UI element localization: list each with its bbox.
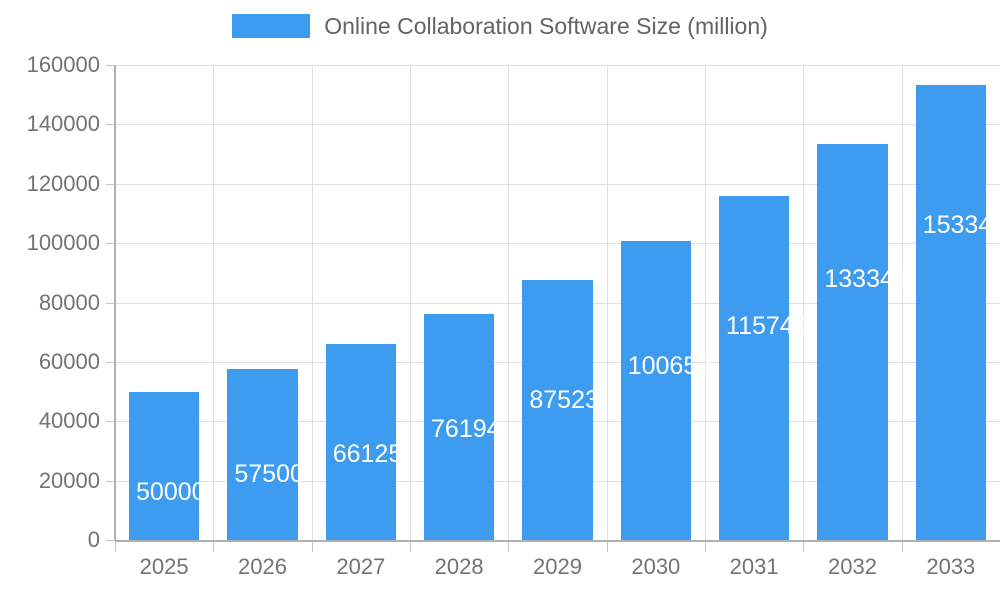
x-axis-line	[115, 540, 1000, 542]
y-axis-line	[114, 65, 116, 541]
gridline-vertical	[311, 65, 313, 540]
x-axis-tick-mark	[803, 542, 805, 552]
bar[interactable]	[424, 313, 495, 540]
x-axis-tick-label: 2029	[533, 554, 582, 579]
x-axis-tick-mark	[311, 542, 313, 552]
legend-item-online-collaboration-software-size[interactable]: Online Collaboration Software Size (mill…	[232, 14, 768, 38]
x-axis-tick-mark	[115, 542, 116, 552]
gridline-vertical	[705, 65, 706, 540]
gridline-vertical	[606, 65, 608, 540]
y-axis-tick-label: 140000	[26, 111, 100, 137]
y-axis-tick-mark	[106, 480, 115, 482]
x-axis-tick-mark	[410, 542, 411, 552]
y-axis-tick-mark	[106, 65, 115, 66]
bar[interactable]	[227, 369, 298, 540]
bar[interactable]	[915, 84, 986, 540]
bar[interactable]	[719, 196, 790, 540]
x-axis-tick-mark	[901, 542, 903, 552]
legend-label: Online Collaboration Software Size (mill…	[324, 12, 768, 39]
gridline-horizontal	[115, 65, 1000, 66]
y-axis-labels: 0 20000 40000 60000 80000 100000 120000 140000 1…	[0, 0, 100, 600]
x-axis-tick-mark	[606, 542, 608, 552]
x-axis-tick-label: 2033	[926, 554, 976, 579]
bar[interactable]	[522, 280, 593, 540]
x-axis-tick-label: 2028	[434, 554, 484, 579]
x-axis-tick-label: 2030	[631, 554, 681, 579]
gridline-vertical	[508, 65, 510, 540]
y-axis-tick-label: 100000	[26, 230, 100, 256]
gridline-vertical	[213, 65, 215, 540]
gridline-vertical	[803, 65, 805, 540]
bar[interactable]	[325, 343, 396, 540]
y-axis-tick-mark	[106, 302, 115, 304]
x-axis-tick-label: 2027	[336, 554, 386, 579]
x-axis-tick-label: 2025	[139, 554, 189, 579]
gridline-vertical	[901, 65, 903, 540]
gridline-vertical	[410, 65, 411, 540]
y-axis-tick-label: 160000	[26, 52, 100, 77]
y-axis-tick-mark	[106, 243, 115, 245]
x-axis-tick-mark	[705, 542, 706, 552]
legend-color-swatch-icon	[232, 14, 311, 38]
y-axis-tick-mark	[106, 183, 115, 185]
y-axis-tick-label: 0	[87, 527, 100, 552]
chart-legend: Online Collaboration Software Size (mill…	[0, 0, 1000, 52]
gridline-horizontal	[115, 124, 1000, 126]
y-axis-tick-label: 60000	[38, 348, 100, 374]
x-axis-tick-mark	[508, 542, 510, 552]
bar[interactable]	[129, 391, 200, 540]
x-axis-tick-mark	[213, 542, 215, 552]
gridline-horizontal	[115, 183, 1000, 185]
y-axis-tick-label: 20000	[38, 467, 100, 493]
y-axis-tick-mark	[106, 124, 115, 126]
bar[interactable]	[817, 144, 888, 540]
gridline-horizontal	[115, 243, 1000, 245]
x-axis-tick-label: 2026	[238, 554, 287, 579]
y-axis-tick-label: 120000	[26, 170, 100, 196]
x-axis-tick-label: 2031	[729, 554, 779, 579]
y-axis-tick-label: 80000	[38, 289, 100, 315]
y-axis-tick-label: 40000	[38, 408, 100, 434]
x-axis-tick-label: 2032	[828, 554, 877, 579]
y-axis-tick-mark	[106, 540, 115, 541]
y-axis-tick-mark	[106, 421, 115, 423]
y-axis-tick-mark	[106, 361, 115, 363]
bar[interactable]	[620, 241, 691, 540]
